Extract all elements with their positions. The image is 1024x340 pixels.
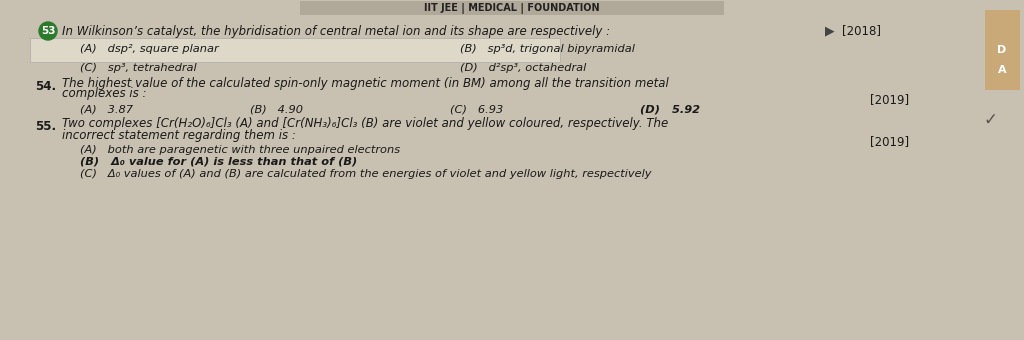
Circle shape (39, 22, 57, 40)
Text: (A)   dsp², square planar: (A) dsp², square planar (80, 44, 219, 54)
Text: D: D (997, 45, 1007, 55)
Text: [2019]: [2019] (870, 94, 909, 106)
Text: 54.: 54. (35, 81, 56, 94)
Text: IIT JEE | MEDICAL | FOUNDATION: IIT JEE | MEDICAL | FOUNDATION (424, 2, 600, 14)
FancyBboxPatch shape (985, 10, 1020, 90)
Text: A: A (997, 65, 1007, 75)
Text: (C)   6.93: (C) 6.93 (450, 105, 503, 115)
Text: complexes is :: complexes is : (62, 87, 146, 101)
Text: (C)   Δ₀ values of (A) and (B) are calculated from the energies of violet and ye: (C) Δ₀ values of (A) and (B) are calcula… (80, 169, 651, 179)
Text: The highest value of the calculated spin-only magnetic moment (in BM) among all : The highest value of the calculated spin… (62, 76, 669, 89)
Text: 53: 53 (41, 26, 55, 36)
Text: 55.: 55. (35, 120, 56, 134)
Text: ✓: ✓ (983, 111, 997, 129)
Text: (D)   5.92: (D) 5.92 (640, 105, 700, 115)
Text: (A)   3.87: (A) 3.87 (80, 105, 133, 115)
Text: In Wilkinson’s catalyst, the hybridisation of central metal ion and its shape ar: In Wilkinson’s catalyst, the hybridisati… (62, 24, 610, 37)
Text: Two complexes [Cr(H₂O)₆]Cl₃ (A) and [Cr(NH₃)₆]Cl₃ (B) are violet and yellow colo: Two complexes [Cr(H₂O)₆]Cl₃ (A) and [Cr(… (62, 118, 669, 131)
Text: (C)   sp³, tetrahedral: (C) sp³, tetrahedral (80, 63, 197, 73)
Text: (B)   sp³d, trigonal bipyramidal: (B) sp³d, trigonal bipyramidal (460, 44, 635, 54)
Text: [2018]: [2018] (842, 24, 881, 37)
FancyBboxPatch shape (300, 1, 724, 15)
Text: (A)   both are paragenetic with three unpaired electrons: (A) both are paragenetic with three unpa… (80, 145, 400, 155)
Text: (B)   4.90: (B) 4.90 (250, 105, 303, 115)
Text: (B)   Δ₀ value for (A) is less than that of (B): (B) Δ₀ value for (A) is less than that o… (80, 157, 357, 167)
FancyBboxPatch shape (30, 38, 560, 62)
Text: [2019]: [2019] (870, 136, 909, 149)
Text: ▶: ▶ (825, 24, 835, 37)
Text: (D)   d²sp³, octahedral: (D) d²sp³, octahedral (460, 63, 587, 73)
Text: incorrect statement regarding them is :: incorrect statement regarding them is : (62, 129, 296, 141)
